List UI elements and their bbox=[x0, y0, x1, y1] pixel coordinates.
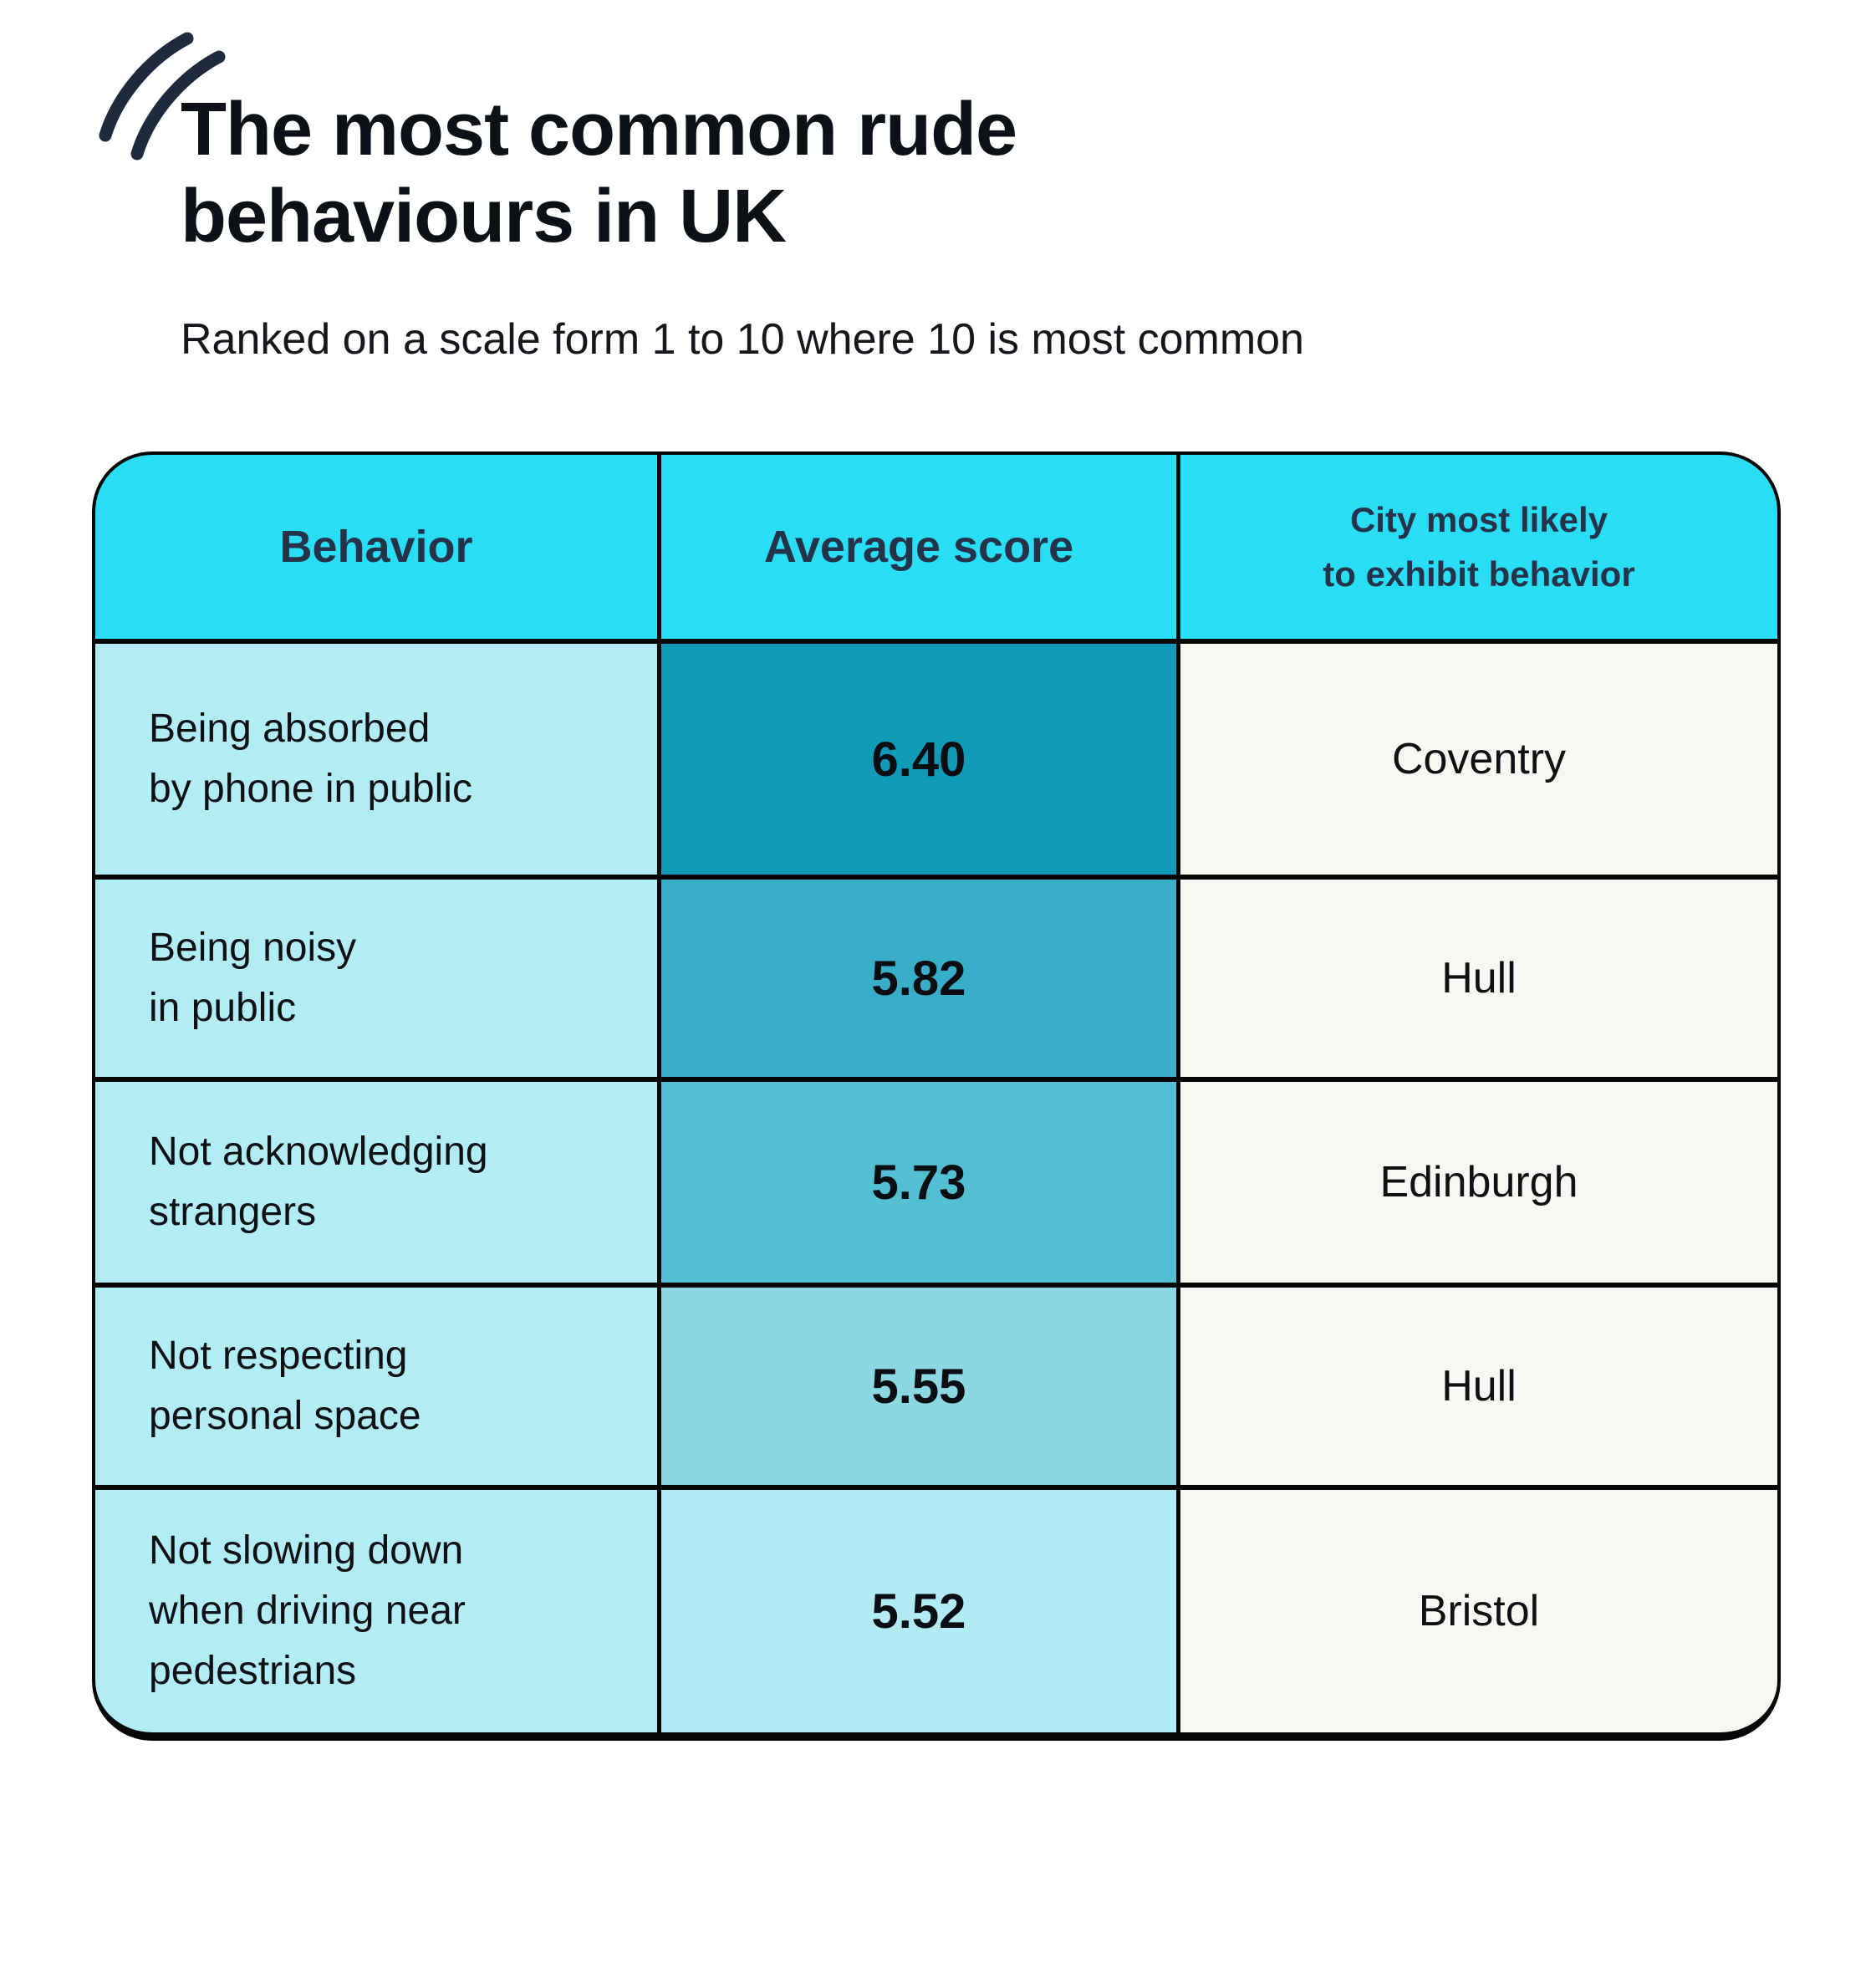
score-cell: 5.82 bbox=[661, 880, 1176, 1077]
behavior-cell: Not respecting personal space bbox=[95, 1288, 657, 1485]
score-cell: 6.40 bbox=[661, 644, 1176, 875]
column-header-behavior: Behavior bbox=[95, 455, 657, 639]
behavior-cell: Being absorbed by phone in public bbox=[95, 644, 657, 875]
page-title: The most common rude behaviours in UK bbox=[181, 88, 1017, 258]
city-cell: Bristol bbox=[1180, 1490, 1777, 1732]
city-cell: Coventry bbox=[1180, 644, 1777, 875]
rude-behaviours-table: Behavior Average score City most likely … bbox=[92, 451, 1781, 1741]
city-cell: Hull bbox=[1180, 1288, 1777, 1485]
page-subtitle: Ranked on a scale form 1 to 10 where 10 … bbox=[181, 315, 1304, 364]
behavior-cell: Being noisy in public bbox=[95, 880, 657, 1077]
score-cell: 5.73 bbox=[661, 1082, 1176, 1283]
city-cell: Edinburgh bbox=[1180, 1082, 1777, 1283]
double-slash-icon bbox=[99, 32, 226, 161]
score-cell: 5.55 bbox=[661, 1288, 1176, 1485]
column-header-average-score: Average score bbox=[661, 455, 1176, 639]
score-cell: 5.52 bbox=[661, 1490, 1176, 1732]
city-cell: Hull bbox=[1180, 880, 1777, 1077]
behavior-cell: Not acknowledging strangers bbox=[95, 1082, 657, 1283]
behavior-cell: Not slowing down when driving near pedes… bbox=[95, 1490, 657, 1732]
column-header-city: City most likely to exhibit behavior bbox=[1180, 455, 1777, 639]
